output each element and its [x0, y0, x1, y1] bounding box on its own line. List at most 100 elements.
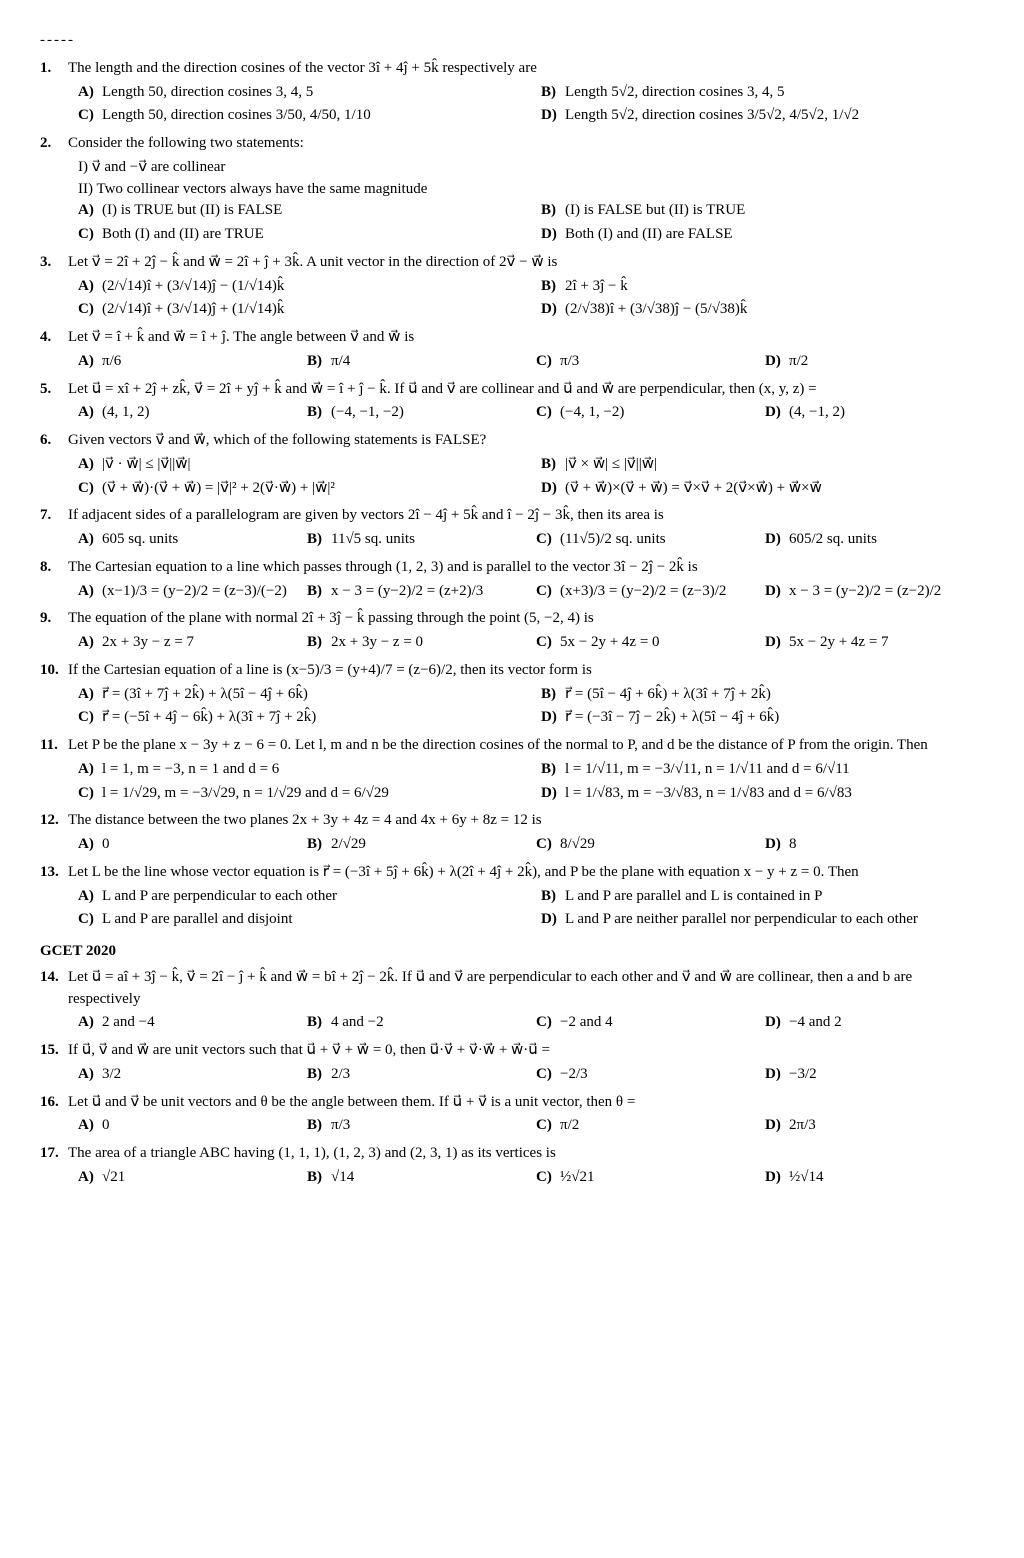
option-text: (2/√14)î + (3/√14)ĵ − (1/√14)k̂ [102, 276, 284, 298]
option: B)2/√29 [307, 834, 526, 856]
question-stem: If u⃗, v⃗ and w⃗ are unit vectors such t… [68, 1040, 984, 1062]
question: 17.The area of a triangle ABC having (1,… [40, 1143, 984, 1189]
question: 3.Let v⃗ = 2î + 2ĵ − k̂ and w⃗ = 2î + ĵ … [40, 252, 984, 321]
option: B)4 and −2 [307, 1012, 526, 1034]
question-body: If adjacent sides of a parallelogram are… [68, 505, 984, 551]
option: B)2/3 [307, 1064, 526, 1086]
option-text: Length 5√2, direction cosines 3, 4, 5 [565, 82, 784, 104]
option-label: D) [765, 1115, 789, 1137]
question-stem: Let L be the line whose vector equation … [68, 862, 984, 884]
option-label: C) [78, 909, 102, 931]
option-label: A) [78, 82, 102, 104]
question-stem: Consider the following two statements: [68, 133, 984, 155]
section-header: GCET 2020 [40, 941, 984, 963]
option: C)Length 50, direction cosines 3/50, 4/5… [78, 105, 521, 127]
option-label: A) [78, 684, 102, 706]
question: 10.If the Cartesian equation of a line i… [40, 660, 984, 729]
option-text: √21 [102, 1167, 125, 1189]
question-number: 6. [40, 430, 68, 499]
question-number: 14. [40, 967, 68, 1034]
question-stem: If adjacent sides of a parallelogram are… [68, 505, 984, 527]
option-label: A) [78, 1167, 102, 1189]
option-label: A) [78, 200, 102, 222]
option-text: (−4, 1, −2) [560, 402, 624, 424]
option-text: r⃗ = (5î − 4ĵ + 6k̂) + λ(3î + 7ĵ + 2k̂) [565, 684, 771, 706]
option-text: 605 sq. units [102, 529, 178, 551]
options-grid: A)605 sq. unitsB)11√5 sq. unitsC)(11√5)/… [78, 529, 984, 551]
option-label: C) [536, 1115, 560, 1137]
option: A)(2/√14)î + (3/√14)ĵ − (1/√14)k̂ [78, 276, 521, 298]
option: C)Both (I) and (II) are TRUE [78, 224, 521, 246]
option-label: A) [78, 759, 102, 781]
option: B)√14 [307, 1167, 526, 1189]
option-text: 3/2 [102, 1064, 121, 1086]
option: A)605 sq. units [78, 529, 297, 551]
question-substem: II) Two collinear vectors always have th… [78, 179, 984, 201]
option: A)Length 50, direction cosines 3, 4, 5 [78, 82, 521, 104]
option-text: 2x + 3y − z = 0 [331, 632, 423, 654]
question-stem: The area of a triangle ABC having (1, 1,… [68, 1143, 984, 1165]
question: 12.The distance between the two planes 2… [40, 810, 984, 856]
option-text: (4, 1, 2) [102, 402, 150, 424]
option: B)(−4, −1, −2) [307, 402, 526, 424]
option-text: L and P are neither parallel nor perpend… [565, 909, 918, 931]
option-label: C) [536, 402, 560, 424]
option-label: D) [541, 783, 565, 805]
option-label: A) [78, 632, 102, 654]
option-text: 2/3 [331, 1064, 350, 1086]
option: B)r⃗ = (5î − 4ĵ + 6k̂) + λ(3î + 7ĵ + 2k̂… [541, 684, 984, 706]
question-body: The equation of the plane with normal 2î… [68, 608, 984, 654]
header-dashes: ----- [40, 30, 984, 52]
question-stem: Let v⃗ = î + k̂ and w⃗ = î + ĵ. The angl… [68, 327, 984, 349]
option-label: B) [307, 1167, 331, 1189]
option: B)π/3 [307, 1115, 526, 1137]
option: B)Length 5√2, direction cosines 3, 4, 5 [541, 82, 984, 104]
options-grid: A)3/2B)2/3C)−2/3D)−3/2 [78, 1064, 984, 1086]
option: D)5x − 2y + 4z = 7 [765, 632, 984, 654]
option-label: C) [536, 834, 560, 856]
question-body: The area of a triangle ABC having (1, 1,… [68, 1143, 984, 1189]
option: B)(I) is FALSE but (II) is TRUE [541, 200, 984, 222]
option-text: (v⃗ + w⃗)·(v⃗ + w⃗) = |v⃗|² + 2(v⃗·w⃗) +… [102, 478, 335, 500]
option: C)r⃗ = (−5î + 4ĵ − 6k̂) + λ(3î + 7ĵ + 2k… [78, 707, 521, 729]
option: D)8 [765, 834, 984, 856]
options-grid: A)Length 50, direction cosines 3, 4, 5 B)… [78, 82, 984, 128]
option-label: D) [765, 834, 789, 856]
option: C)π/2 [536, 1115, 755, 1137]
option-text: Both (I) and (II) are FALSE [565, 224, 733, 246]
options-grid: A)r⃗ = (3î + 7ĵ + 2k̂) + λ(5î − 4ĵ + 6k̂… [78, 684, 984, 730]
option-label: C) [536, 1064, 560, 1086]
option-text: ½√21 [560, 1167, 594, 1189]
option-text: (−4, −1, −2) [331, 402, 404, 424]
option-label: C) [78, 707, 102, 729]
option-text: L and P are perpendicular to each other [102, 886, 337, 908]
option: C)5x − 2y + 4z = 0 [536, 632, 755, 654]
option-label: D) [541, 224, 565, 246]
option: C)(v⃗ + w⃗)·(v⃗ + w⃗) = |v⃗|² + 2(v⃗·w⃗)… [78, 478, 521, 500]
option-label: D) [541, 478, 565, 500]
option-label: B) [307, 1012, 331, 1034]
question-number: 17. [40, 1143, 68, 1189]
option-label: C) [78, 783, 102, 805]
option: A)0 [78, 834, 297, 856]
option-label: C) [536, 632, 560, 654]
question-number: 11. [40, 735, 68, 804]
question: 4.Let v⃗ = î + k̂ and w⃗ = î + ĵ. The an… [40, 327, 984, 373]
option-text: Length 50, direction cosines 3, 4, 5 [102, 82, 313, 104]
option-label: A) [78, 581, 102, 603]
option-label: A) [78, 1064, 102, 1086]
option: D)r⃗ = (−3î − 7ĵ − 2k̂) + λ(5î − 4ĵ + 6k… [541, 707, 984, 729]
question: 6.Given vectors v⃗ and w⃗, which of the … [40, 430, 984, 499]
option-text: 8/√29 [560, 834, 595, 856]
option-text: 2/√29 [331, 834, 366, 856]
option: A)|v⃗ · w⃗| ≤ |v⃗||w⃗| [78, 454, 521, 476]
question: 14.Let u⃗ = aî + 3ĵ − k̂, v⃗ = 2î − ĵ + … [40, 967, 984, 1034]
option-text: 2î + 3ĵ − k̂ [565, 276, 628, 298]
option: C)8/√29 [536, 834, 755, 856]
option-label: C) [536, 529, 560, 551]
option: C)π/3 [536, 351, 755, 373]
option-text: −3/2 [789, 1064, 817, 1086]
question-stem: Given vectors v⃗ and w⃗, which of the fo… [68, 430, 984, 452]
option: D)½√14 [765, 1167, 984, 1189]
option: D)Both (I) and (II) are FALSE [541, 224, 984, 246]
